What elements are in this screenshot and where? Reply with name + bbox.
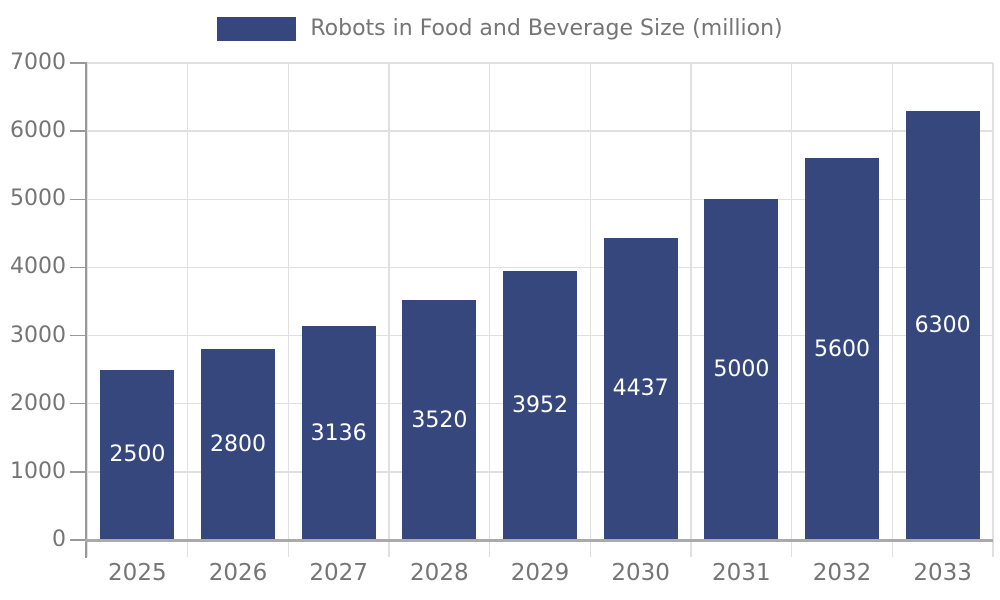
y-tick: [70, 539, 87, 541]
h-gridline: [87, 198, 993, 201]
bar: 4437: [603, 237, 678, 540]
bar-value-label: 3520: [411, 407, 468, 433]
bar: 2500: [100, 369, 175, 540]
y-tick-label: 3000: [10, 322, 66, 348]
bar: 2800: [201, 349, 275, 540]
y-tick-label: 6000: [10, 118, 66, 144]
y-tick: [70, 130, 87, 132]
v-gridline: [790, 63, 793, 557]
bar-value-label: 5000: [713, 357, 770, 383]
x-tick-label: 2026: [208, 560, 268, 586]
v-gridline: [589, 63, 592, 557]
x-tick-label: 2029: [510, 560, 570, 586]
y-tick-label: 2000: [10, 390, 66, 416]
legend: Robots in Food and Beverage Size (millio…: [0, 16, 1000, 41]
x-axis-line: [85, 539, 993, 542]
v-gridline: [86, 63, 88, 557]
y-tick: [70, 402, 87, 405]
legend-swatch: [217, 16, 297, 41]
x-tick-label: 2031: [712, 560, 771, 586]
h-gridline: [87, 266, 993, 269]
v-gridline: [186, 63, 189, 557]
y-tick-label: 5000: [10, 186, 66, 212]
legend-label: Robots in Food and Beverage Size (millio…: [310, 16, 783, 41]
v-gridline: [992, 63, 994, 557]
bar: 5600: [805, 158, 879, 540]
x-tick-label: 2027: [309, 560, 368, 586]
bar-value-label: 2800: [210, 432, 266, 458]
y-tick: [70, 266, 87, 269]
y-tick-label: 4000: [10, 254, 66, 280]
v-gridline: [690, 63, 692, 557]
x-tick-label: 2025: [108, 560, 167, 586]
y-axis-line: [85, 63, 87, 558]
v-gridline: [891, 63, 894, 557]
x-tick-label: 2030: [611, 560, 670, 586]
y-tick: [70, 334, 87, 337]
bar: 3520: [402, 300, 477, 540]
y-tick-label: 7000: [10, 50, 66, 75]
x-tick-label: 2032: [812, 560, 872, 586]
bar-value-label: 6300: [914, 312, 971, 338]
bar-value-label: 2500: [109, 442, 166, 468]
bar: 3952: [503, 270, 577, 540]
v-gridline: [287, 63, 290, 557]
y-tick-label: 1000: [10, 458, 66, 484]
bar-value-label: 5600: [814, 336, 870, 362]
bar-value-label: 4437: [612, 376, 669, 402]
y-tick: [70, 471, 87, 473]
bar-value-label: 3952: [512, 392, 568, 418]
h-gridline: [87, 130, 993, 132]
y-tick: [70, 62, 87, 64]
bar: 3136: [301, 326, 376, 540]
y-tick-label: 0: [52, 527, 66, 552]
bar: 6300: [905, 110, 980, 540]
x-tick-label: 2028: [410, 560, 469, 586]
y-tick: [70, 198, 87, 201]
bar-value-label: 3136: [310, 420, 367, 446]
x-tick-label: 2033: [913, 560, 972, 586]
v-gridline: [388, 63, 390, 557]
bar: 5000: [704, 199, 779, 540]
h-gridline: [87, 62, 993, 64]
v-gridline: [488, 63, 491, 557]
